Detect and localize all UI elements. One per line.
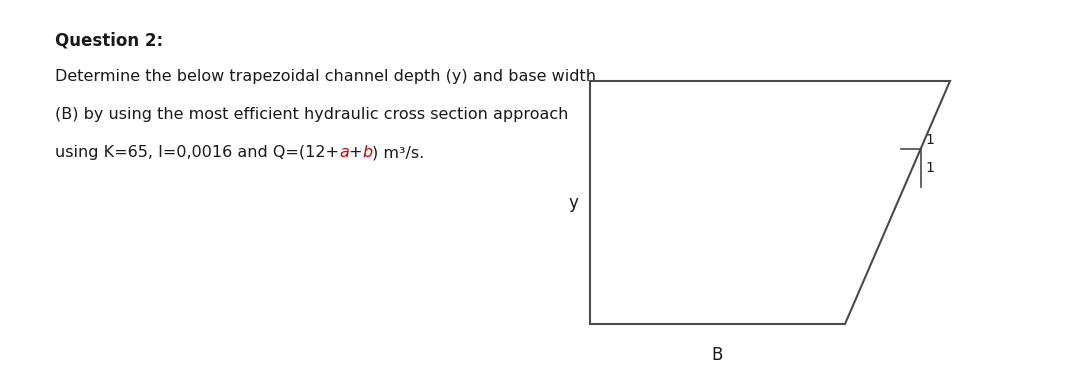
Text: ) m³/s.: ) m³/s. (373, 145, 424, 160)
Text: using K=65, I=0,0016 and Q=(12+: using K=65, I=0,0016 and Q=(12+ (55, 145, 339, 160)
Text: B: B (712, 346, 724, 364)
Text: 1: 1 (926, 161, 934, 175)
Text: +: + (349, 145, 362, 160)
Text: Determine the below trapezoidal channel depth (y) and base width: Determine the below trapezoidal channel … (55, 69, 596, 84)
Text: y: y (568, 194, 578, 212)
Text: (B) by using the most efficient hydraulic cross section approach: (B) by using the most efficient hydrauli… (55, 107, 568, 122)
Text: Question 2:: Question 2: (55, 31, 163, 49)
Text: a: a (339, 145, 349, 160)
Text: b: b (362, 145, 373, 160)
Text: 1: 1 (926, 133, 934, 147)
